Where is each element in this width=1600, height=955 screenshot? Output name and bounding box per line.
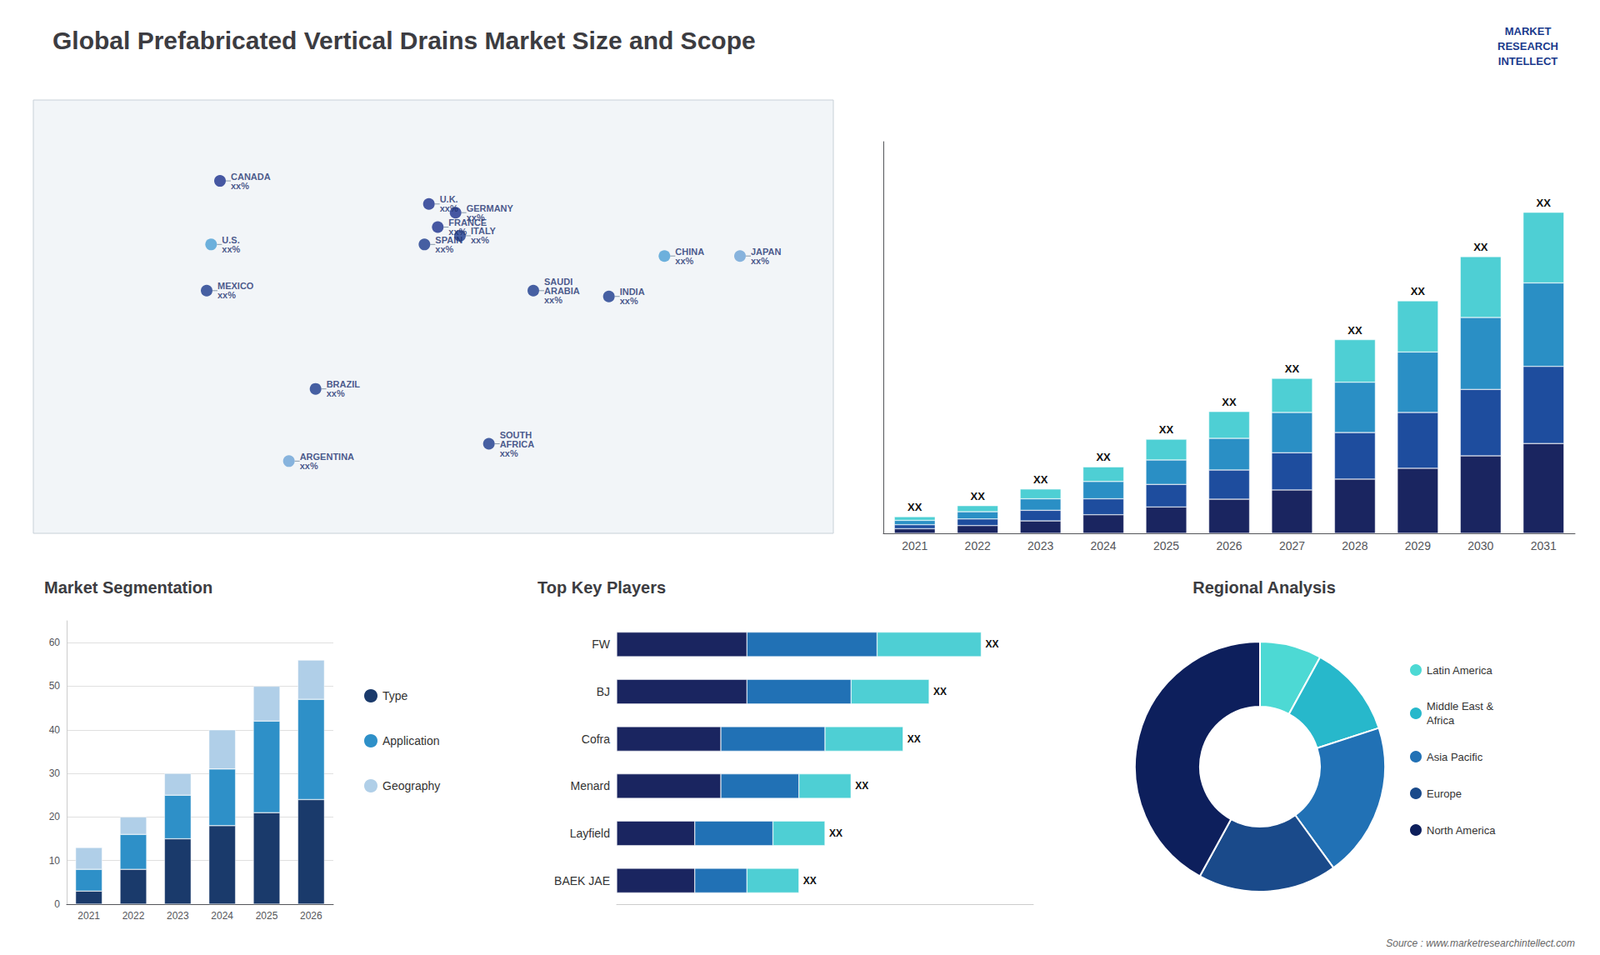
- svg-text:BJ: BJ: [596, 685, 610, 699]
- svg-text:XX: XX: [1033, 473, 1049, 486]
- svg-text:xx%: xx%: [300, 460, 319, 471]
- svg-text:XX: XX: [1285, 362, 1300, 375]
- svg-text:Global Prefabricated Vertical: Global Prefabricated Vertical Drains Mar…: [52, 26, 756, 55]
- svg-text:Layfield: Layfield: [570, 826, 610, 840]
- svg-text:AFRICA: AFRICA: [499, 438, 535, 449]
- svg-text:XX: XX: [1536, 196, 1552, 210]
- svg-text:2022: 2022: [122, 910, 145, 922]
- svg-text:xx%: xx%: [466, 212, 485, 223]
- svg-text:XX: XX: [1159, 423, 1175, 436]
- svg-text:XX: XX: [970, 490, 986, 503]
- svg-text:BAEK JAE: BAEK JAE: [554, 874, 610, 888]
- svg-text:XX: XX: [855, 780, 869, 792]
- svg-text:MEXICO: MEXICO: [217, 281, 254, 292]
- svg-text:2030: 2030: [1467, 539, 1494, 553]
- svg-text:Regional Analysis: Regional Analysis: [1192, 578, 1336, 597]
- svg-text:ARABIA: ARABIA: [544, 285, 580, 296]
- svg-text:xx%: xx%: [500, 448, 519, 459]
- svg-text:SPAIN: SPAIN: [435, 234, 463, 245]
- svg-text:xx%: xx%: [435, 244, 454, 255]
- svg-text:XX: XX: [907, 500, 923, 514]
- svg-text:2027: 2027: [1279, 539, 1305, 553]
- svg-text:10: 10: [49, 855, 61, 867]
- svg-text:xx%: xx%: [448, 226, 467, 237]
- svg-text:30: 30: [49, 767, 61, 780]
- svg-text:2025: 2025: [255, 910, 279, 922]
- svg-text:Cofra: Cofra: [581, 732, 610, 746]
- svg-text:2028: 2028: [1341, 539, 1368, 553]
- svg-text:U.K.: U.K.: [439, 194, 459, 205]
- svg-text:Type: Type: [382, 689, 409, 703]
- svg-text:XX: XX: [1347, 324, 1363, 337]
- svg-text:2029: 2029: [1405, 539, 1431, 553]
- svg-text:xx%: xx%: [675, 255, 694, 266]
- svg-text:XX: XX: [1095, 450, 1111, 464]
- svg-text:Geography: Geography: [382, 779, 440, 793]
- svg-text:RESEARCH: RESEARCH: [1497, 40, 1559, 53]
- svg-text:xx%: xx%: [221, 244, 240, 255]
- svg-text:60: 60: [49, 636, 61, 649]
- svg-text:xx%: xx%: [620, 295, 639, 306]
- svg-text:XX: XX: [1221, 395, 1237, 409]
- svg-text:INTELLECT: INTELLECT: [1498, 55, 1559, 68]
- svg-text:Application: Application: [382, 734, 440, 748]
- svg-text:CHINA: CHINA: [675, 246, 705, 257]
- svg-text:MARKET: MARKET: [1505, 25, 1552, 38]
- svg-text:2023: 2023: [1027, 539, 1054, 553]
- svg-text:xx%: xx%: [217, 290, 236, 300]
- svg-text:0: 0: [54, 898, 60, 910]
- svg-text:XX: XX: [933, 685, 947, 698]
- svg-text:Top Key Players: Top Key Players: [537, 578, 666, 597]
- svg-text:SAUDI: SAUDI: [544, 276, 573, 287]
- svg-text:XX: XX: [803, 875, 817, 887]
- svg-text:2022: 2022: [965, 539, 991, 553]
- svg-text:2024: 2024: [210, 910, 234, 922]
- svg-text:2023: 2023: [166, 910, 190, 922]
- svg-text:2021: 2021: [77, 910, 100, 922]
- svg-text:Asia Pacific: Asia Pacific: [1426, 750, 1484, 764]
- svg-text:Market Segmentation: Market Segmentation: [44, 578, 213, 597]
- svg-text:XX: XX: [1473, 240, 1489, 254]
- svg-text:GERMANY: GERMANY: [466, 203, 514, 214]
- svg-text:xx%: xx%: [440, 203, 459, 214]
- svg-text:Europe: Europe: [1426, 787, 1462, 800]
- svg-text:Source : www.marketresearchint: Source : www.marketresearchintellect.com: [1385, 937, 1575, 950]
- svg-text:XX: XX: [907, 733, 921, 745]
- svg-text:ITALY: ITALY: [470, 226, 496, 237]
- svg-text:U.S.: U.S.: [221, 234, 240, 245]
- svg-text:xx%: xx%: [326, 388, 345, 399]
- svg-text:2031: 2031: [1530, 539, 1557, 553]
- svg-text:2025: 2025: [1153, 539, 1180, 553]
- svg-text:JAPAN: JAPAN: [750, 246, 782, 257]
- svg-text:2024: 2024: [1090, 539, 1117, 553]
- svg-text:2026: 2026: [1215, 539, 1242, 553]
- svg-text:xx%: xx%: [750, 255, 770, 266]
- svg-text:SOUTH: SOUTH: [499, 429, 532, 440]
- svg-text:FW: FW: [591, 637, 611, 651]
- svg-text:CANADA: CANADA: [230, 171, 271, 182]
- svg-text:Latin America: Latin America: [1426, 664, 1494, 677]
- svg-text:XX: XX: [1410, 285, 1426, 298]
- svg-text:xx%: xx%: [470, 235, 490, 245]
- svg-text:BRAZIL: BRAZIL: [326, 379, 360, 390]
- svg-text:50: 50: [49, 680, 61, 692]
- svg-text:40: 40: [49, 724, 61, 736]
- svg-text:xx%: xx%: [544, 295, 563, 305]
- svg-text:20: 20: [49, 810, 61, 823]
- svg-text:XX: XX: [985, 638, 1000, 650]
- svg-text:Middle East &: Middle East &: [1426, 700, 1495, 713]
- svg-text:XX: XX: [829, 827, 843, 840]
- svg-text:Menard: Menard: [570, 779, 610, 793]
- svg-text:xx%: xx%: [230, 180, 250, 191]
- svg-text:2026: 2026: [300, 910, 323, 922]
- svg-text:2021: 2021: [901, 539, 928, 553]
- svg-text:INDIA: INDIA: [619, 286, 645, 297]
- svg-text:Africa: Africa: [1426, 714, 1455, 727]
- svg-text:ARGENTINA: ARGENTINA: [299, 451, 355, 462]
- svg-text:North America: North America: [1426, 824, 1496, 837]
